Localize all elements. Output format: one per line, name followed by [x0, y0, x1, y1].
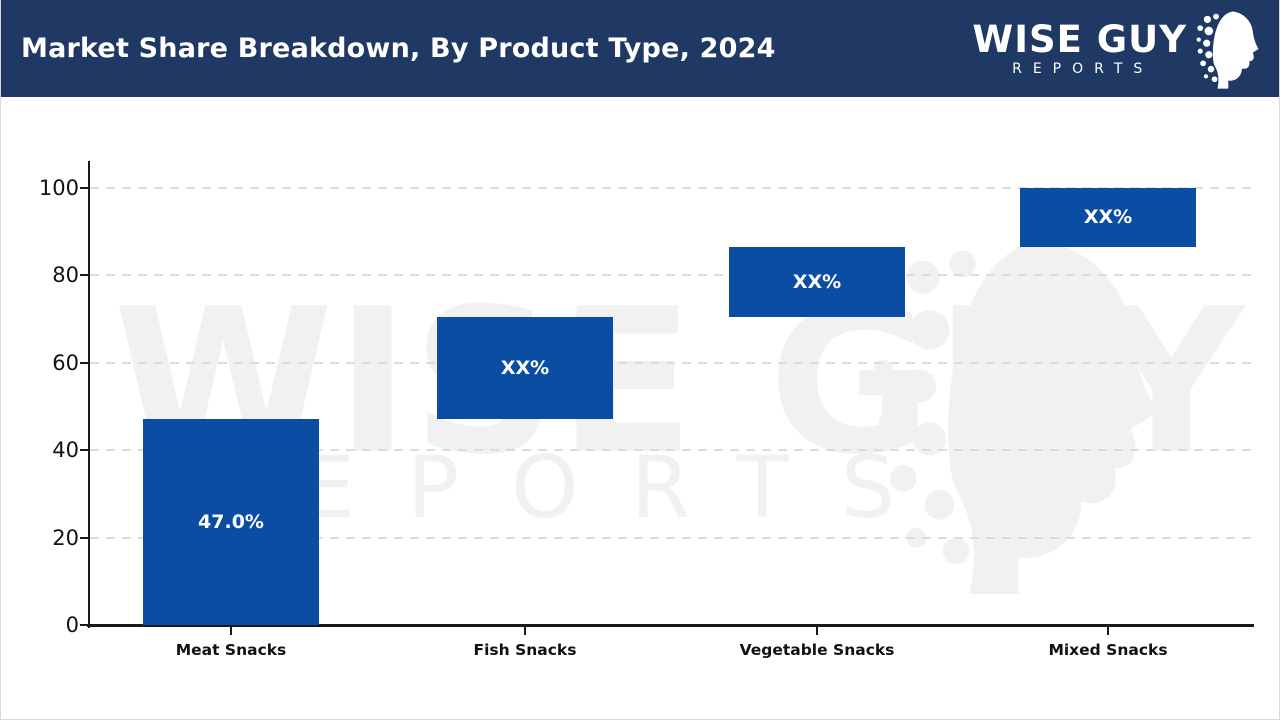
y-tick-label-100: 100 — [38, 175, 79, 200]
gridline-20 — [90, 536, 1253, 539]
y-tick-20 — [80, 536, 89, 539]
bar-meat-snacks: 47.0% — [143, 419, 319, 625]
y-tick-label-80: 80 — [52, 263, 79, 287]
y-tick-40 — [80, 449, 89, 451]
x-category-label: Meat Snacks — [175, 641, 287, 659]
bar-vegetable-snacks: XX% — [729, 246, 905, 317]
y-tick-label-0: 0 — [65, 613, 79, 637]
header-bar: Market Share Breakdown, By Product Type,… — [1, 0, 1279, 97]
x-tick-2 — [524, 627, 526, 635]
bar-value-label: XX% — [1083, 206, 1133, 229]
y-axis-line — [88, 161, 90, 628]
wiseguy-logo-face-icon — [1193, 9, 1265, 89]
bar-fish-snacks: XX% — [437, 316, 613, 420]
y-tick-100 — [80, 186, 89, 189]
y-tick-80 — [80, 274, 89, 276]
gridline-60 — [90, 361, 1253, 364]
gridline-80 — [90, 274, 1253, 276]
y-tick-0 — [80, 624, 89, 626]
gridline-40 — [90, 449, 1253, 451]
bar-value-label: XX% — [792, 270, 842, 293]
bar-value-label: 47.0% — [198, 511, 264, 534]
x-category-label: Vegetable Snacks — [739, 641, 895, 659]
gridline-100 — [90, 186, 1253, 189]
x-tick-1 — [230, 627, 232, 635]
bar-value-label: XX% — [500, 356, 550, 379]
y-tick-label-20: 20 — [52, 525, 79, 550]
plot-area: WISE GUY REPORTS 0 20 40 60 80 100 47.0% Meat S… — [1, 97, 1279, 719]
x-category-label: Mixed Snacks — [1048, 641, 1168, 659]
wiseguy-logo-subtitle: REPORTS — [1012, 60, 1154, 77]
wiseguy-logo-name: WISE GUY — [972, 17, 1187, 61]
wiseguy-logo-text: WISE GUY REPORTS — [972, 21, 1187, 77]
wiseguy-logo: WISE GUY REPORTS — [972, 9, 1265, 89]
x-tick-3 — [816, 627, 818, 635]
y-tick-60 — [80, 361, 89, 364]
x-tick-4 — [1107, 627, 1109, 635]
chart-title: Market Share Breakdown, By Product Type,… — [21, 33, 776, 64]
x-category-label: Fish Snacks — [473, 641, 577, 659]
bar-mixed-snacks: XX% — [1020, 187, 1196, 247]
x-axis-line — [87, 624, 1254, 627]
y-tick-label-60: 60 — [52, 350, 79, 375]
y-tick-label-40: 40 — [52, 438, 79, 462]
